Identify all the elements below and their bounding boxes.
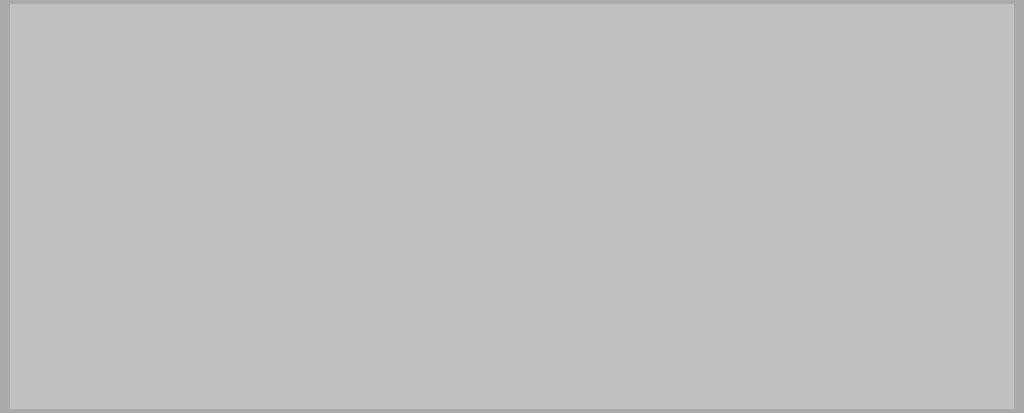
Text: 0: 0 [433,80,443,97]
Text: A: A [440,265,454,283]
Text: velocity of: velocity of [322,68,453,91]
Text: , if: , if [642,14,673,37]
Circle shape [481,142,526,188]
Text: A: A [401,68,419,91]
Text: B: B [634,14,651,37]
Circle shape [548,276,570,298]
Circle shape [499,160,509,171]
Bar [593,273,640,304]
Text: $\theta$: $\theta$ [551,263,562,282]
Bar [427,257,467,291]
Text: in downward direction?: in downward direction? [440,68,731,91]
Text: is: is [409,68,443,91]
Circle shape [556,284,563,290]
Text: B: B [609,279,623,297]
Text: 0: 0 [414,238,422,251]
Text: V: V [400,220,413,237]
Text: V: V [424,68,441,91]
Text: Example 12:: Example 12: [322,13,484,37]
Text: In the figure, find the velocity of block: In the figure, find the velocity of bloc… [397,14,872,37]
